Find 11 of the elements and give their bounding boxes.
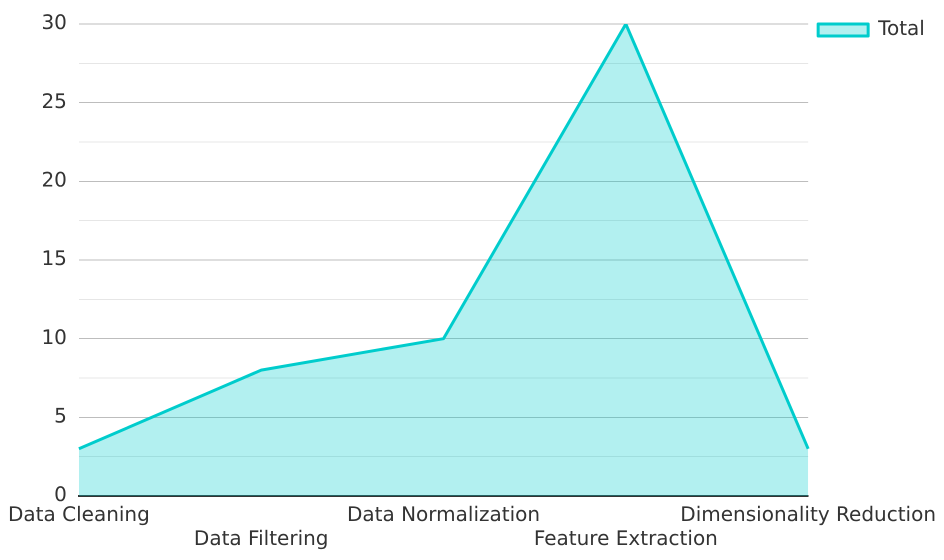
x-tick-label: Data Normalization [346, 502, 540, 526]
legend-label: Total [877, 16, 925, 40]
y-tick-label: 20 [41, 168, 67, 192]
y-tick-label: 10 [41, 324, 67, 349]
y-tick-label: 25 [41, 88, 67, 113]
x-tick-label: Dimensionality Reduction [680, 502, 936, 526]
x-tick-label: Feature Extraction [534, 526, 718, 550]
y-tick-label: 30 [41, 10, 67, 34]
y-tick-label: 5 [54, 404, 67, 428]
x-tick-label: Data Filtering [194, 526, 328, 550]
y-tick-label: 15 [41, 246, 67, 270]
